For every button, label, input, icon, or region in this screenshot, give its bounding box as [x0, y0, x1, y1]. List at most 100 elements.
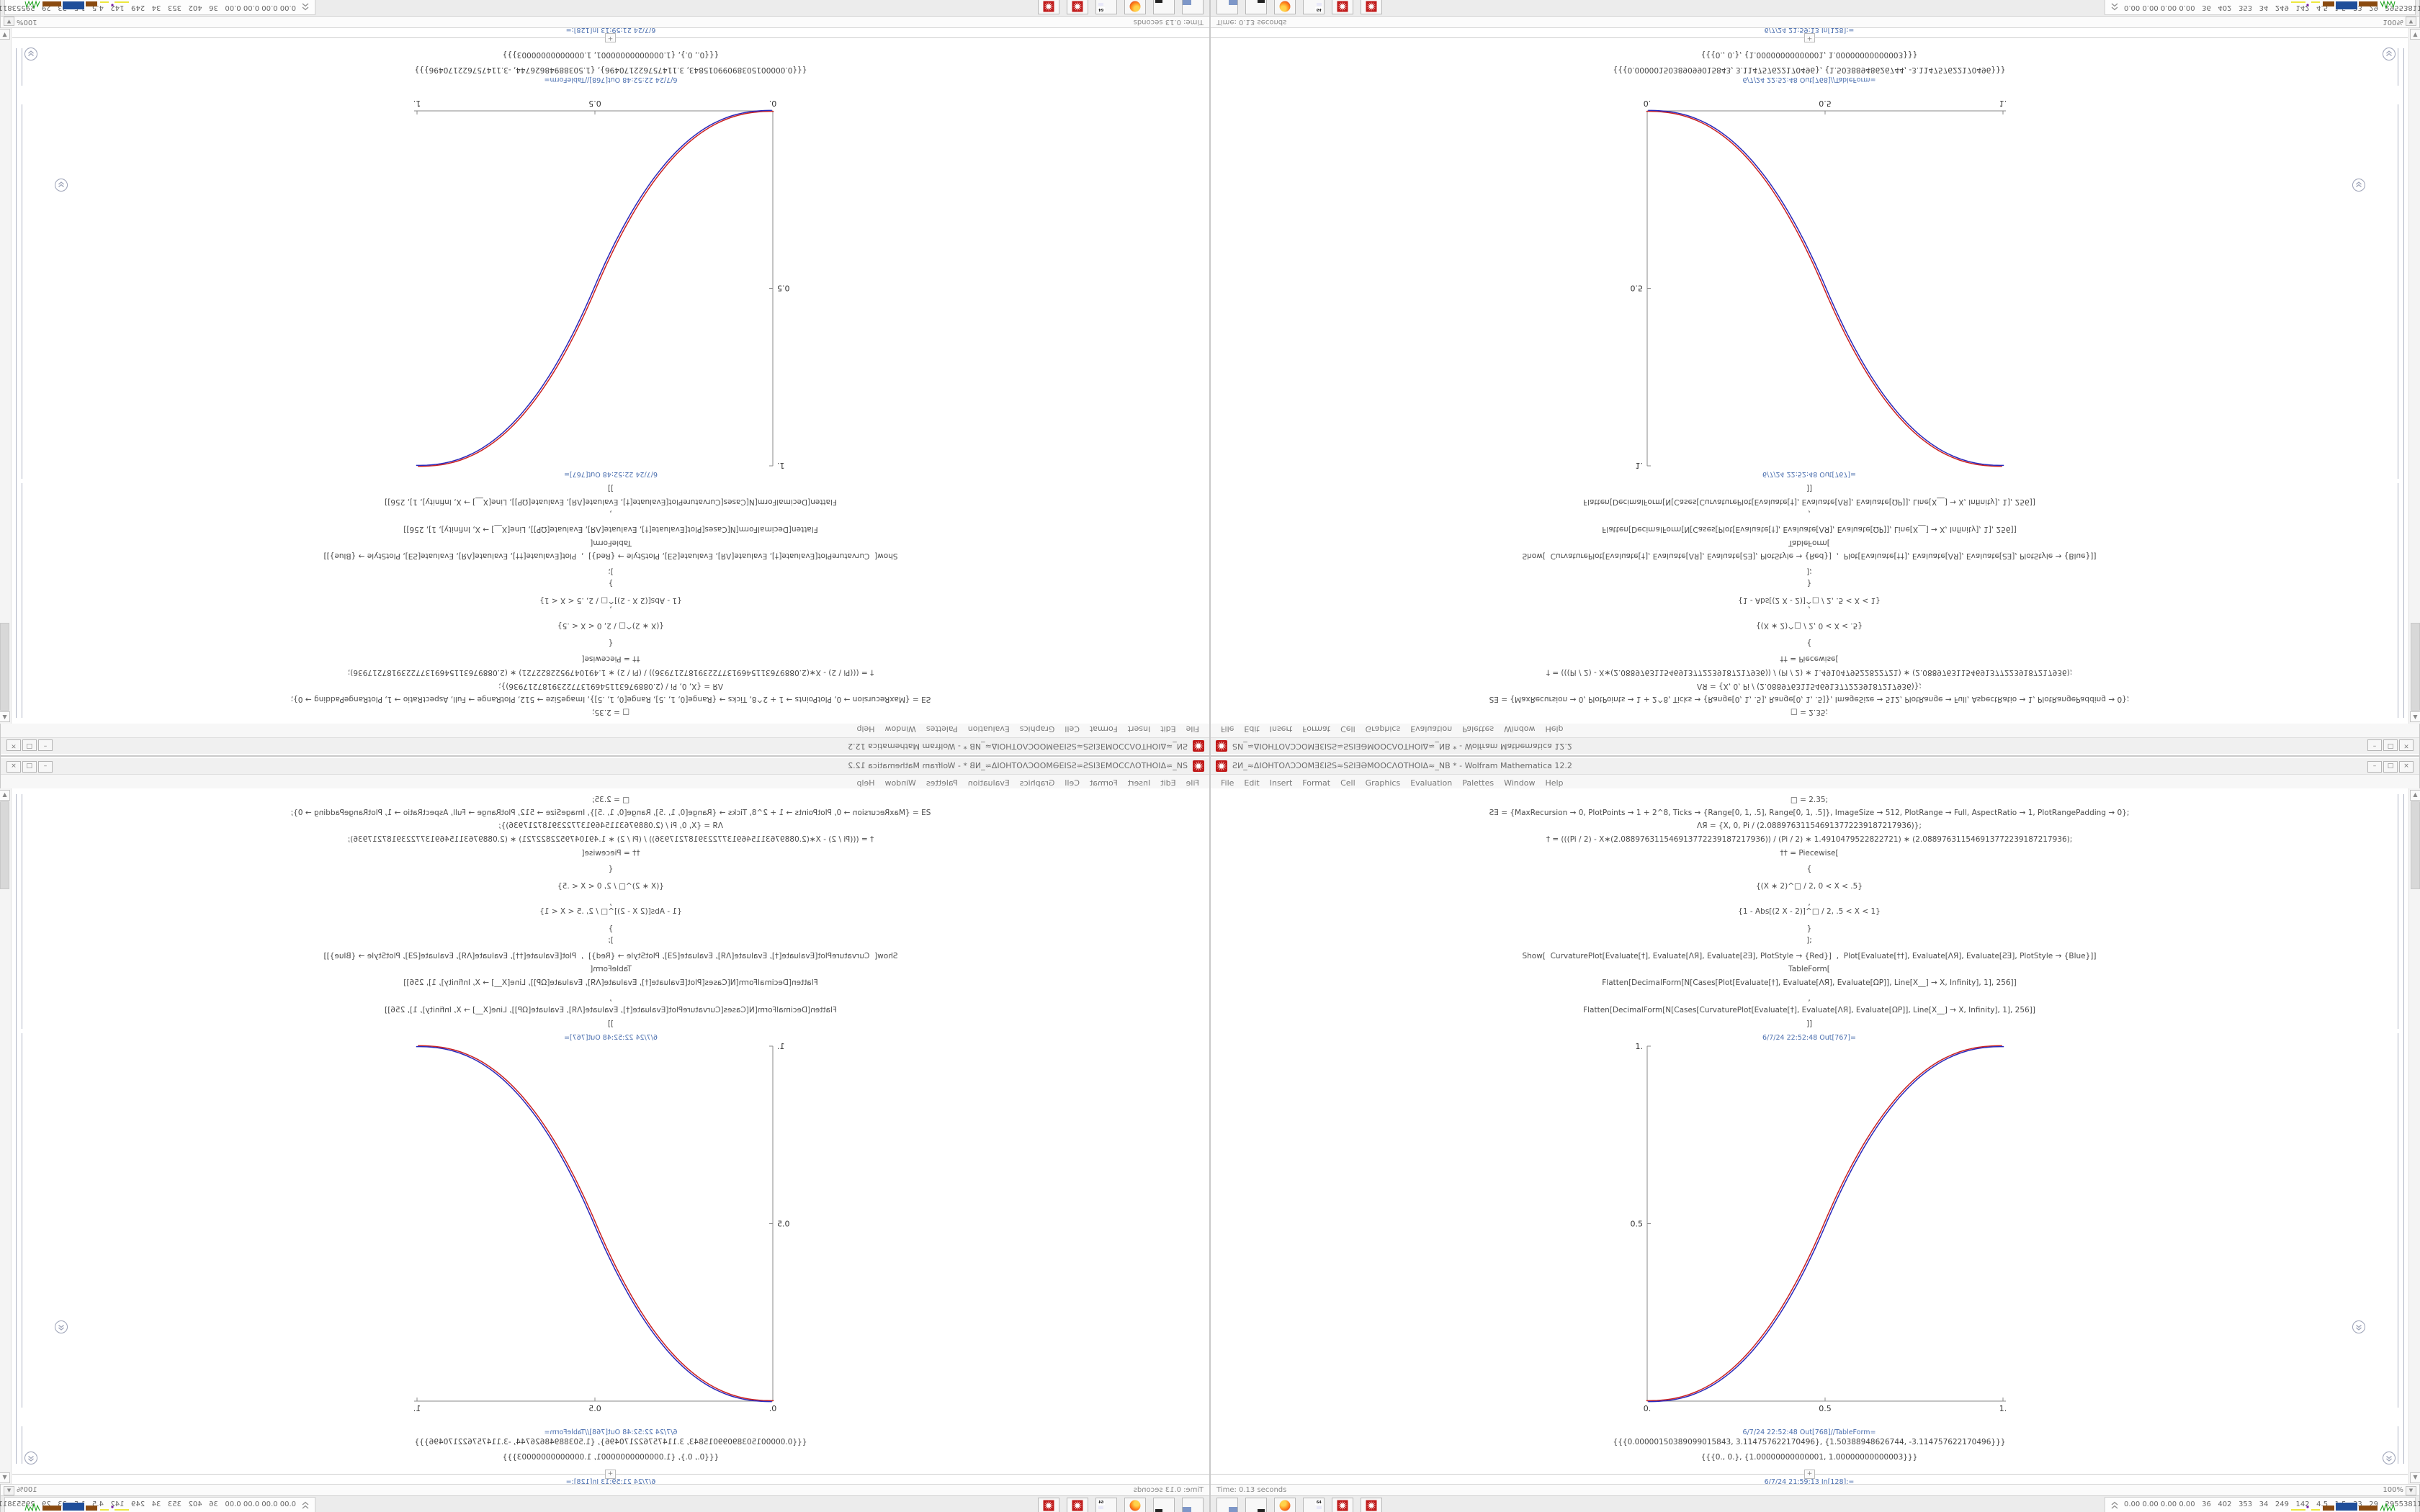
notebook-code-line[interactable]: , [1808, 899, 1811, 907]
minimize-button[interactable]: – [2367, 761, 2382, 773]
notebook-code-line[interactable]: □ = 2.35; [591, 796, 630, 804]
notebook-code-line[interactable]: ]; [1806, 567, 1812, 576]
firefox-icon[interactable] [1124, 1498, 1146, 1512]
notebook-code-line[interactable]: TableForm[ [590, 539, 632, 547]
display-capture-icon[interactable] [1216, 1498, 1238, 1512]
menu-item-insert[interactable]: Insert [1127, 778, 1151, 788]
notebook-code-line[interactable]: } [608, 579, 614, 588]
notebook-code-line[interactable]: ƧƎ = {MaxRecursion → 0, PlotPoints → 1 +… [1489, 695, 2130, 703]
menu-item-edit[interactable]: Edit [1244, 778, 1260, 788]
menu-item-edit[interactable]: Edit [1160, 778, 1176, 788]
close-button[interactable]: × [2399, 739, 2414, 751]
menu-item-format[interactable]: Format [1089, 778, 1118, 788]
scroll-up-button[interactable]: ▲ [2410, 711, 2420, 722]
notebook-code-line[interactable]: {1 - Abs[(2 X - 2)]^□ / 2, .5 < X < 1} [539, 596, 682, 605]
display-capture-icon[interactable] [1216, 0, 1238, 14]
scroll-down-button[interactable]: ▼ [0, 29, 10, 40]
notebook-code-line[interactable]: ]] [1806, 1020, 1813, 1028]
notebook-canvas[interactable]: □ = 2.35; ƧƎ = {MaxRecursion → 0, PlotPoi… [0, 788, 1209, 1484]
notebook-code-line[interactable]: , [609, 509, 612, 518]
disk-utility-icon[interactable] [1245, 0, 1268, 14]
notebook-code-line[interactable]: Flatten[DecimalForm[N[Cases[CurvaturePlo… [1583, 1006, 2035, 1014]
menu-item-window[interactable]: Window [884, 778, 916, 788]
cell-group-bracket[interactable] [16, 794, 17, 1464]
minimize-button[interactable]: – [38, 739, 53, 751]
maximize-button[interactable]: □ [2383, 761, 2398, 773]
menu-item-palettes[interactable]: Palettes [1462, 724, 1494, 734]
firefox-icon[interactable] [1274, 0, 1296, 14]
notebook-code-line[interactable]: } [1806, 579, 1812, 588]
menu-item-palettes[interactable]: Palettes [1462, 778, 1494, 788]
notebook-canvas[interactable]: □ = 2.35; ƧƎ = {MaxRecursion → 0, PlotPoi… [1211, 788, 2420, 1484]
notebook-code-line[interactable]: {1 - Abs[(2 X - 2)]^□ / 2, .5 < X < 1} [539, 907, 682, 916]
mathematica-icon[interactable] [1332, 1498, 1354, 1512]
tray-collapse-chevron-icon[interactable] [2110, 1, 2120, 12]
notebook-code-line[interactable]: TableForm[ [1788, 965, 1830, 973]
notebook-code-line[interactable]: } [1806, 924, 1812, 933]
menu-item-file[interactable]: File [1186, 724, 1199, 734]
vertical-scrollbar[interactable]: ▲ ▼ [2408, 788, 2420, 1484]
notebook-code-line[interactable]: †† = Piecewise[ [1780, 654, 1839, 663]
notebook-code-line[interactable]: ƧƎ = {MaxRecursion → 0, PlotPoints → 1 +… [290, 695, 931, 703]
mathematica-icon[interactable] [1066, 1498, 1088, 1512]
menu-item-format[interactable]: Format [1089, 724, 1118, 734]
menu-item-window[interactable]: Window [884, 724, 916, 734]
notebook-code-line[interactable]: †† = Piecewise[ [581, 654, 640, 663]
disk-utility-icon[interactable] [1152, 1498, 1175, 1512]
notebook-code-line[interactable]: , [609, 899, 612, 907]
menu-item-evaluation[interactable]: Evaluation [967, 724, 1010, 734]
menu-item-evaluation[interactable]: Evaluation [967, 778, 1010, 788]
notebook-code-line[interactable]: ]; [608, 936, 614, 945]
cell-group-bracket[interactable] [2403, 48, 2404, 718]
notebook-code-line[interactable]: Show[ CurvaturePlot[Evaluate[†], Evaluat… [1522, 552, 2097, 560]
menu-item-edit[interactable]: Edit [1244, 724, 1260, 734]
notebook-code-line[interactable]: ƧƎ = {MaxRecursion → 0, PlotPoints → 1 +… [290, 809, 931, 817]
notebook-code-line[interactable]: ]; [608, 567, 614, 576]
floppy-64-icon[interactable]: 64 [1095, 0, 1117, 14]
notebook-code-line[interactable]: ΛЯ = {X, 0, Pi / (2.08897631154691377223… [1697, 682, 1922, 690]
menu-item-cell[interactable]: Cell [1065, 724, 1080, 734]
notebook-code-line[interactable]: ΛЯ = {X, 0, Pi / (2.08897631154691377223… [498, 682, 723, 690]
disk-utility-icon[interactable] [1152, 0, 1175, 14]
vertical-scrollbar[interactable]: ▲ ▼ [0, 28, 12, 724]
menu-item-evaluation[interactable]: Evaluation [1410, 724, 1453, 734]
magnification-dropdown[interactable]: ▼ [4, 17, 14, 26]
menu-item-window[interactable]: Window [1504, 724, 1536, 734]
scroll-down-button[interactable]: ▼ [2410, 1472, 2420, 1483]
notebook-code-line[interactable]: □ = 2.35; [591, 708, 630, 716]
notebook-code-line[interactable]: Flatten[DecimalForm[N[Cases[Plot[Evaluat… [1602, 978, 2017, 987]
menu-item-palettes[interactable]: Palettes [926, 724, 958, 734]
notebook-code-line[interactable]: Show[ CurvaturePlot[Evaluate[†], Evaluat… [323, 952, 898, 960]
notebook-code-line[interactable]: , [1808, 605, 1811, 613]
menu-item-format[interactable]: Format [1302, 724, 1331, 734]
notebook-code-line[interactable]: † = (((Pi / 2) - X∗(2.088976311546913772… [1546, 835, 2073, 844]
notebook-canvas[interactable]: □ = 2.35; ƧƎ = {MaxRecursion → 0, PlotPoi… [1211, 28, 2420, 724]
insert-cell-plus-button[interactable]: + [605, 33, 616, 42]
cell-group-bracket[interactable] [2403, 794, 2404, 1464]
notebook-code-line[interactable]: { [608, 639, 614, 647]
menu-item-insert[interactable]: Insert [1127, 724, 1151, 734]
notebook-code-line[interactable]: †† = Piecewise[ [581, 849, 640, 858]
notebook-code-line[interactable]: {1 - Abs[(2 X - 2)]^□ / 2, .5 < X < 1} [1738, 596, 1881, 605]
cell-group-chevron-icon[interactable] [54, 1320, 68, 1334]
notebook-code-line[interactable]: Flatten[DecimalForm[N[Cases[CurvaturePlo… [1583, 498, 2035, 506]
notebook-code-line[interactable]: Flatten[DecimalForm[N[Cases[Plot[Evaluat… [403, 978, 818, 987]
mathematica-icon[interactable] [1361, 0, 1383, 14]
close-button[interactable]: × [6, 761, 21, 773]
notebook-code-line[interactable]: {1 - Abs[(2 X - 2)]^□ / 2, .5 < X < 1} [1738, 907, 1881, 916]
menu-item-help[interactable]: Help [1545, 778, 1564, 788]
notebook-code-line[interactable]: Show[ CurvaturePlot[Evaluate[†], Evaluat… [1522, 952, 2097, 960]
notebook-code-line[interactable]: Show[ CurvaturePlot[Evaluate[†], Evaluat… [323, 552, 898, 560]
notebook-code-line[interactable]: ƧƎ = {MaxRecursion → 0, PlotPoints → 1 +… [1489, 809, 2130, 817]
maximize-button[interactable]: □ [22, 739, 37, 751]
notebook-code-line[interactable]: {(X ∗ 2)^□ / 2, 0 < X < .5} [1755, 882, 1863, 891]
insert-cell-plus-button[interactable]: + [1804, 33, 1815, 42]
notebook-code-line[interactable]: { [608, 865, 614, 873]
notebook-code-line[interactable]: , [609, 994, 612, 1003]
menu-item-help[interactable]: Help [856, 778, 875, 788]
menu-item-help[interactable]: Help [1545, 724, 1564, 734]
notebook-code-line[interactable]: Flatten[DecimalForm[N[Cases[CurvaturePlo… [385, 498, 837, 506]
vertical-scrollbar[interactable]: ▲ ▼ [0, 788, 12, 1484]
notebook-code-line[interactable]: Flatten[DecimalForm[N[Cases[Plot[Evaluat… [1602, 525, 2017, 534]
insert-cell-plus-button[interactable]: + [1804, 1470, 1815, 1479]
